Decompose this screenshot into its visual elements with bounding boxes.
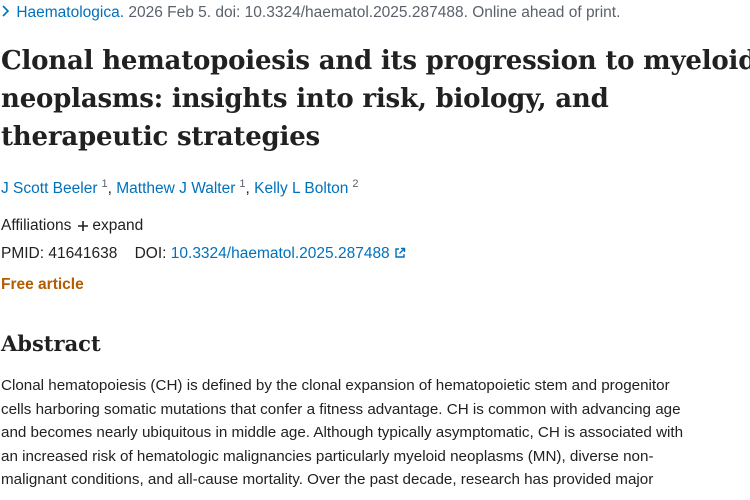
abstract-line: Clonal hematopoiesis (CH) is defined by … bbox=[1, 377, 670, 394]
external-link-icon bbox=[395, 247, 406, 258]
plus-icon bbox=[78, 221, 89, 231]
title-line: therapeutic strategies bbox=[1, 122, 320, 152]
pmid: 41641638 bbox=[48, 245, 118, 262]
affiliation-number: 1 bbox=[101, 178, 108, 190]
expand-toggle[interactable]: expand bbox=[92, 217, 144, 234]
abstract-heading: Abstract bbox=[1, 331, 101, 356]
abstract-line: malignant conditions, and all-cause mort… bbox=[1, 471, 654, 489]
abstract-line: an increased risk of hematologic maligna… bbox=[1, 447, 654, 465]
citation: Haematologica. 2026 Feb 5. doi: 10.3324/… bbox=[0, 4, 620, 22]
abstract-line: and becomes nearly ubiquitous in middle … bbox=[1, 424, 684, 442]
identifiers: PMID: 41641638 DOI: 10.3324/haematol.202… bbox=[1, 245, 406, 263]
author-link[interactable]: J Scott Beeler bbox=[1, 180, 98, 198]
free-article: Free article bbox=[1, 276, 84, 293]
chevron-icon bbox=[2, 5, 10, 17]
affiliation-number: 1 bbox=[239, 178, 246, 190]
pmid-label: PMID: bbox=[1, 245, 45, 262]
author-link[interactable]: Matthew J Walter bbox=[116, 180, 236, 198]
abstract-line: cells harboring somatic mutations that c… bbox=[1, 400, 681, 418]
authors: J Scott Beeler 1, Matthew J Walter 1, Kell… bbox=[1, 178, 359, 198]
abstract-text: Clonal hematopoiesis (CH) is defined by … bbox=[1, 374, 683, 492]
title-line: neoplasms: insights into risk, biology, … bbox=[1, 84, 609, 114]
article-title: Clonal hematopoiesis and its progression… bbox=[1, 42, 750, 156]
author-separator: , bbox=[107, 180, 112, 198]
title-line: Clonal hematopoiesis and its progression… bbox=[1, 46, 750, 76]
doi-label: DOI: bbox=[134, 245, 167, 262]
author-separator: , bbox=[245, 180, 250, 198]
journal-link[interactable]: Haematologica. bbox=[16, 4, 125, 21]
author-link[interactable]: Kelly L Bolton bbox=[254, 180, 349, 198]
affiliation-number: 2 bbox=[352, 178, 359, 190]
citation-details: 2026 Feb 5. doi: 10.3324/haematol.2025.2… bbox=[128, 4, 621, 21]
affiliations-label: Affiliations bbox=[1, 217, 72, 234]
affiliations: Affiliations expand bbox=[1, 217, 143, 235]
doi-link[interactable]: 10.3324/haematol.2025.287488 bbox=[170, 245, 390, 262]
